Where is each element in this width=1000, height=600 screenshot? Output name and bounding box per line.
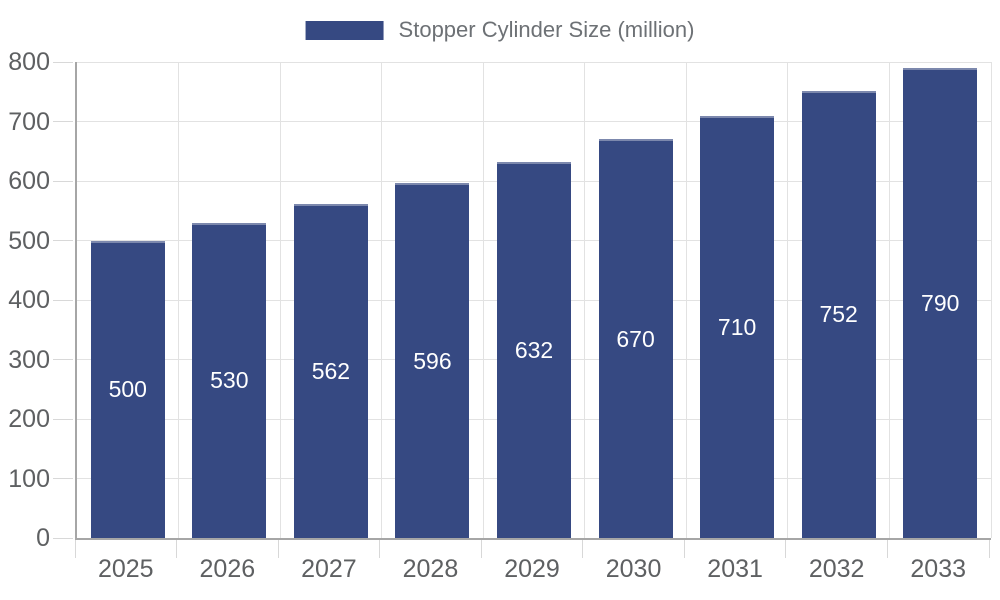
- x-tick: [480, 540, 482, 558]
- grid-line-v: [279, 62, 281, 538]
- chart-legend: Stopper Cylinder Size (million): [305, 17, 695, 43]
- bar-value-label: 790: [921, 289, 960, 316]
- bar: [395, 183, 470, 538]
- x-tick: [683, 540, 685, 558]
- y-tick-label: 100: [8, 464, 50, 493]
- x-tick: [277, 540, 279, 558]
- legend-swatch-icon: [305, 20, 384, 40]
- grid-line-v: [888, 62, 890, 538]
- y-tick: [53, 299, 73, 301]
- x-tick: [74, 540, 76, 558]
- bar-value-label: 500: [108, 376, 147, 403]
- x-tick-label: 2025: [97, 555, 154, 583]
- x-tick: [785, 540, 787, 558]
- bar-value-label: 632: [514, 336, 554, 363]
- bar-value-label: 562: [311, 357, 351, 384]
- x-tick: [379, 540, 381, 558]
- bar: [598, 139, 673, 538]
- bar-value-label: 530: [210, 367, 249, 394]
- grid-line-h: [77, 61, 991, 63]
- y-tick: [53, 61, 73, 63]
- y-tick-label: 400: [8, 286, 50, 314]
- x-tick-label: 2028: [402, 555, 459, 583]
- bar: [903, 67, 978, 538]
- grid-line-v: [381, 62, 383, 538]
- x-tick-label: 2029: [504, 555, 560, 583]
- y-tick: [53, 478, 73, 479]
- x-tick: [886, 540, 888, 558]
- y-tick: [53, 180, 73, 182]
- bar-value-label: 752: [819, 301, 858, 328]
- y-tick-label: 0: [36, 524, 50, 552]
- grid-line-v: [584, 62, 586, 538]
- y-tick: [53, 537, 73, 539]
- grid-line-v: [685, 62, 687, 538]
- y-tick-label: 700: [8, 107, 50, 136]
- x-tick-label: 2026: [199, 555, 256, 583]
- x-tick: [582, 540, 584, 558]
- plot-area: 500 530 562 596 632 670 710 752 790: [75, 61, 992, 540]
- x-tick: [176, 540, 178, 558]
- x-tick-label: 2030: [605, 555, 662, 583]
- grid-line-v: [178, 62, 180, 538]
- x-tick: [988, 540, 990, 558]
- y-tick-label: 600: [8, 167, 50, 195]
- bar-value-label: 710: [717, 313, 757, 340]
- legend-label: Stopper Cylinder Size (million): [398, 17, 695, 42]
- grid-line-v: [482, 62, 484, 538]
- x-tick-label: 2032: [808, 555, 865, 583]
- grid-line-h: [77, 121, 991, 122]
- y-tick: [53, 240, 73, 241]
- y-tick-label: 300: [8, 345, 50, 374]
- x-tick-label: 2027: [301, 555, 357, 583]
- y-tick-label: 200: [8, 405, 50, 433]
- x-tick-label: 2031: [707, 555, 763, 583]
- grid-line-v: [990, 62, 992, 538]
- bar: [90, 240, 165, 538]
- bar: [497, 161, 571, 538]
- bar: [801, 90, 876, 538]
- y-tick: [53, 359, 73, 360]
- bar: [700, 115, 775, 538]
- bar-value-label: 670: [616, 325, 655, 352]
- x-tick-label: 2033: [910, 555, 967, 583]
- y-tick: [53, 121, 73, 122]
- y-tick: [53, 418, 73, 420]
- grid-line-v: [787, 62, 789, 538]
- bar: [192, 222, 267, 538]
- y-tick-label: 800: [8, 48, 50, 76]
- bar: [293, 203, 368, 538]
- y-tick-label: 500: [8, 226, 50, 255]
- bar-value-label: 596: [413, 347, 452, 374]
